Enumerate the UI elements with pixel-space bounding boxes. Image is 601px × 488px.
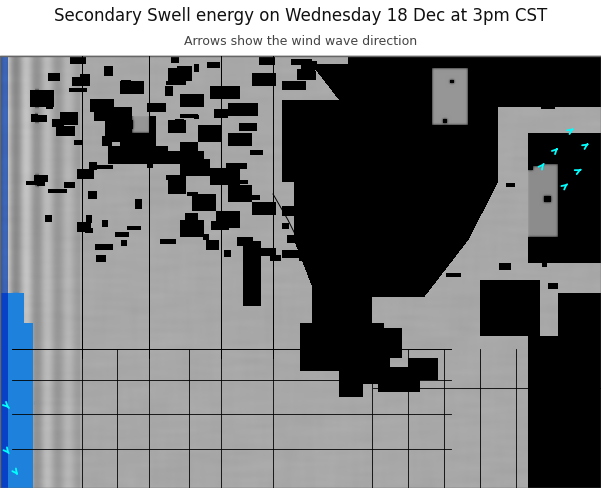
Text: Arrows show the wind wave direction: Arrows show the wind wave direction [184,35,417,48]
Text: Secondary Swell energy on Wednesday 18 Dec at 3pm CST: Secondary Swell energy on Wednesday 18 D… [54,7,547,25]
